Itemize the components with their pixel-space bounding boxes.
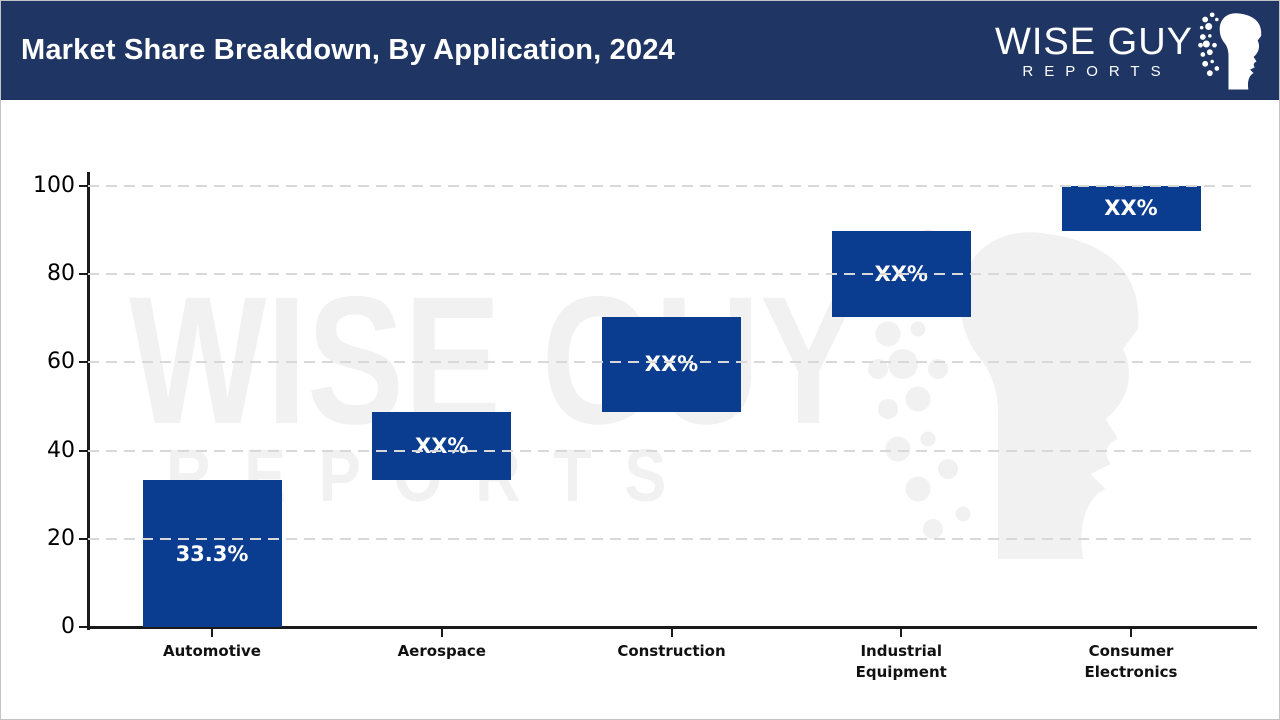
- y-tickmark-20: [79, 537, 88, 540]
- bar-value-label: 33.3%: [175, 541, 249, 566]
- x-tickmark-0: [211, 628, 213, 637]
- x-tickmark-2: [670, 628, 673, 637]
- gridline-20: [88, 537, 1257, 540]
- brand-logo: WISE GUY REPORTS: [995, 7, 1267, 95]
- waterfall-chart: 0 20 40 60 80 100 33.3% Automotive XX% Aerospace X…: [1, 100, 1279, 719]
- x-tickmark-4: [1130, 628, 1132, 637]
- bar-consumer-electronics: XX%: [1061, 186, 1201, 231]
- logo-reports-text: REPORTS: [1022, 62, 1172, 80]
- x-category-label: Construction: [617, 642, 726, 660]
- y-tickmark-40: [79, 449, 88, 452]
- y-tick-label-20: 20: [47, 525, 75, 551]
- bar-value-label: XX%: [644, 352, 699, 377]
- x-category-label: Consumer Electronics: [1084, 642, 1178, 681]
- y-tickmark-100: [79, 185, 88, 187]
- bar-aerospace: XX%: [372, 411, 512, 481]
- gridline-40: [88, 449, 1257, 452]
- logo-face-icon: [1198, 12, 1262, 90]
- y-tick-label-40: 40: [47, 437, 75, 463]
- y-axis-line: [87, 172, 90, 630]
- y-tick-label-60: 60: [47, 349, 75, 375]
- y-tick-label-0: 0: [61, 614, 75, 639]
- x-axis-line: [87, 626, 1257, 629]
- bar-value-label: XX%: [415, 433, 469, 458]
- gridline-80: [88, 273, 1257, 276]
- y-tickmark-60: [79, 361, 88, 364]
- bar-value-label: XX%: [1104, 196, 1158, 221]
- logo-wise-guy-text: WISE GUY: [994, 20, 1193, 63]
- x-category-label: Industrial Equipment: [855, 642, 947, 681]
- gridline-60: [88, 361, 1257, 364]
- x-category-label: Automotive: [163, 642, 261, 660]
- y-tick-label-80: 80: [47, 261, 75, 287]
- y-tickmark-80: [79, 273, 88, 276]
- bar-automotive: 33.3%: [142, 480, 282, 627]
- x-tickmark-3: [900, 628, 903, 637]
- header-band: Market Share Breakdown, By Application, …: [1, 1, 1279, 100]
- x-tickmark-1: [440, 628, 443, 637]
- x-category-label: Aerospace: [397, 642, 486, 660]
- y-tickmark-0: [79, 626, 88, 628]
- y-tick-label-100: 100: [33, 173, 75, 198]
- bar-construction: XX%: [602, 316, 741, 412]
- page-title: Market Share Breakdown, By Application, …: [21, 34, 675, 66]
- gridline-100: [88, 185, 1257, 187]
